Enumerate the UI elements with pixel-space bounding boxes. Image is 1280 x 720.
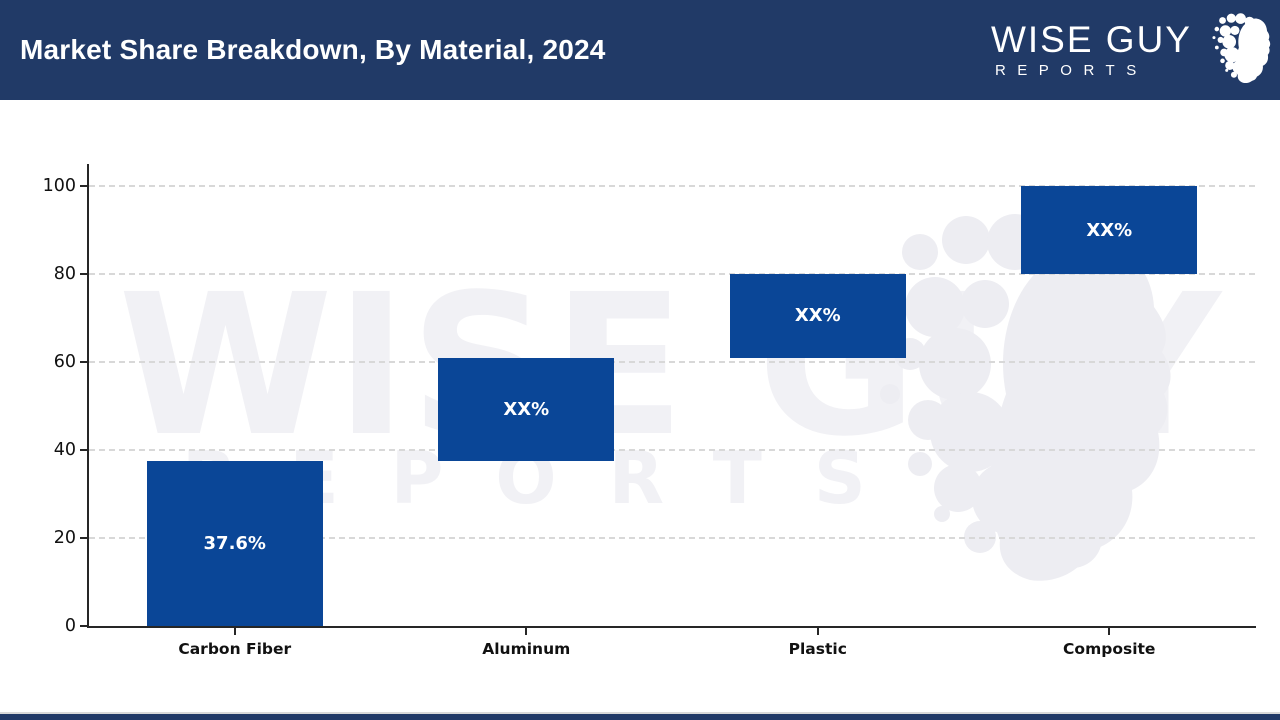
header: Market Share Breakdown, By Material, 202… <box>0 0 1280 100</box>
x-axis-tick <box>233 628 236 635</box>
y-axis-tick-label: 20 <box>53 528 76 548</box>
y-axis-line <box>87 164 89 628</box>
bar-value-label: XX% <box>1086 219 1133 241</box>
x-axis-tick-label: Plastic <box>788 640 847 658</box>
x-axis-tick-label: Composite <box>1063 640 1156 658</box>
y-axis-tick <box>80 273 87 275</box>
y-axis-tick <box>80 185 87 187</box>
gridline <box>89 361 1255 363</box>
bar: XX% <box>438 357 615 461</box>
gridline <box>89 449 1255 451</box>
y-axis-tick <box>80 449 87 451</box>
x-axis-line <box>87 626 1256 628</box>
brand-subtitle: REPORTS <box>994 62 1148 79</box>
bar-value-label: XX% <box>794 305 841 327</box>
bar: 37.6% <box>146 460 323 626</box>
bar-value-label: 37.6% <box>203 532 266 554</box>
gridline <box>89 273 1255 275</box>
brand-text: WISE GUY REPORTS <box>991 21 1192 79</box>
bar: XX% <box>729 274 906 358</box>
gridline <box>89 537 1255 539</box>
y-axis-tick <box>80 361 87 363</box>
bar: XX% <box>1021 186 1198 274</box>
y-axis-tick-label: 60 <box>53 352 76 372</box>
y-axis-tick <box>80 537 87 539</box>
y-axis-tick-label: 80 <box>53 264 76 284</box>
x-axis-tick <box>1108 628 1111 635</box>
y-axis-tick-label: 0 <box>64 616 76 636</box>
brand-logo: WISE GUY REPORTS <box>991 8 1272 92</box>
footer-strip <box>0 712 1280 720</box>
y-axis-tick-label: 100 <box>42 176 76 196</box>
y-axis-tick-label: 40 <box>53 440 76 460</box>
x-axis-tick <box>525 628 528 635</box>
x-axis-tick-label: Carbon Fiber <box>178 640 292 658</box>
y-axis-tick <box>80 625 87 627</box>
page-title: Market Share Breakdown, By Material, 202… <box>20 34 606 65</box>
x-axis-tick <box>816 628 819 635</box>
x-axis-tick-label: Aluminum <box>482 640 571 658</box>
wiseguy-head-icon <box>1194 8 1272 92</box>
gridline <box>89 185 1255 187</box>
bar-value-label: XX% <box>503 398 550 420</box>
brand-name: WISE GUY <box>990 19 1192 60</box>
